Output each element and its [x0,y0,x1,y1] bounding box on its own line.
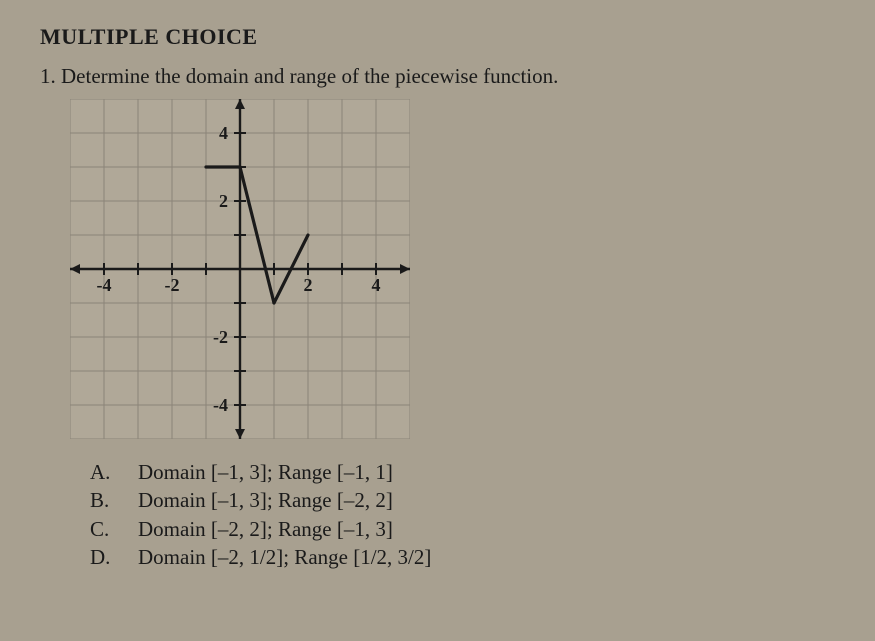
choice-a[interactable]: A. Domain [–1, 3]; Range [–1, 1] [90,458,835,486]
svg-text:-2: -2 [213,327,228,347]
svg-text:4: 4 [372,275,381,295]
choice-letter: B. [90,486,114,514]
graph-container: -4 -2 2 4 4 2 -2 -4 [70,99,835,444]
svg-text:-4: -4 [213,395,228,415]
svg-text:2: 2 [219,191,228,211]
choice-text: Domain [–2, 2]; Range [–1, 3] [138,515,393,543]
choice-letter: C. [90,515,114,543]
choice-b[interactable]: B. Domain [–1, 3]; Range [–2, 2] [90,486,835,514]
choice-text: Domain [–2, 1/2]; Range [1/2, 3/2] [138,543,431,571]
choice-letter: A. [90,458,114,486]
answer-choices: A. Domain [–1, 3]; Range [–1, 1] B. Doma… [90,458,835,571]
page: MULTIPLE CHOICE 1. Determine the domain … [0,0,875,595]
svg-text:-4: -4 [97,275,112,295]
question-text: 1. Determine the domain and range of the… [40,64,835,89]
choice-letter: D. [90,543,114,571]
svg-text:4: 4 [219,123,228,143]
piecewise-graph: -4 -2 2 4 4 2 -2 -4 [70,99,410,439]
choice-c[interactable]: C. Domain [–2, 2]; Range [–1, 3] [90,515,835,543]
svg-text:2: 2 [304,275,313,295]
choice-text: Domain [–1, 3]; Range [–1, 1] [138,458,393,486]
choice-text: Domain [–1, 3]; Range [–2, 2] [138,486,393,514]
section-heading: MULTIPLE CHOICE [40,24,835,50]
svg-text:-2: -2 [165,275,180,295]
choice-d[interactable]: D. Domain [–2, 1/2]; Range [1/2, 3/2] [90,543,835,571]
